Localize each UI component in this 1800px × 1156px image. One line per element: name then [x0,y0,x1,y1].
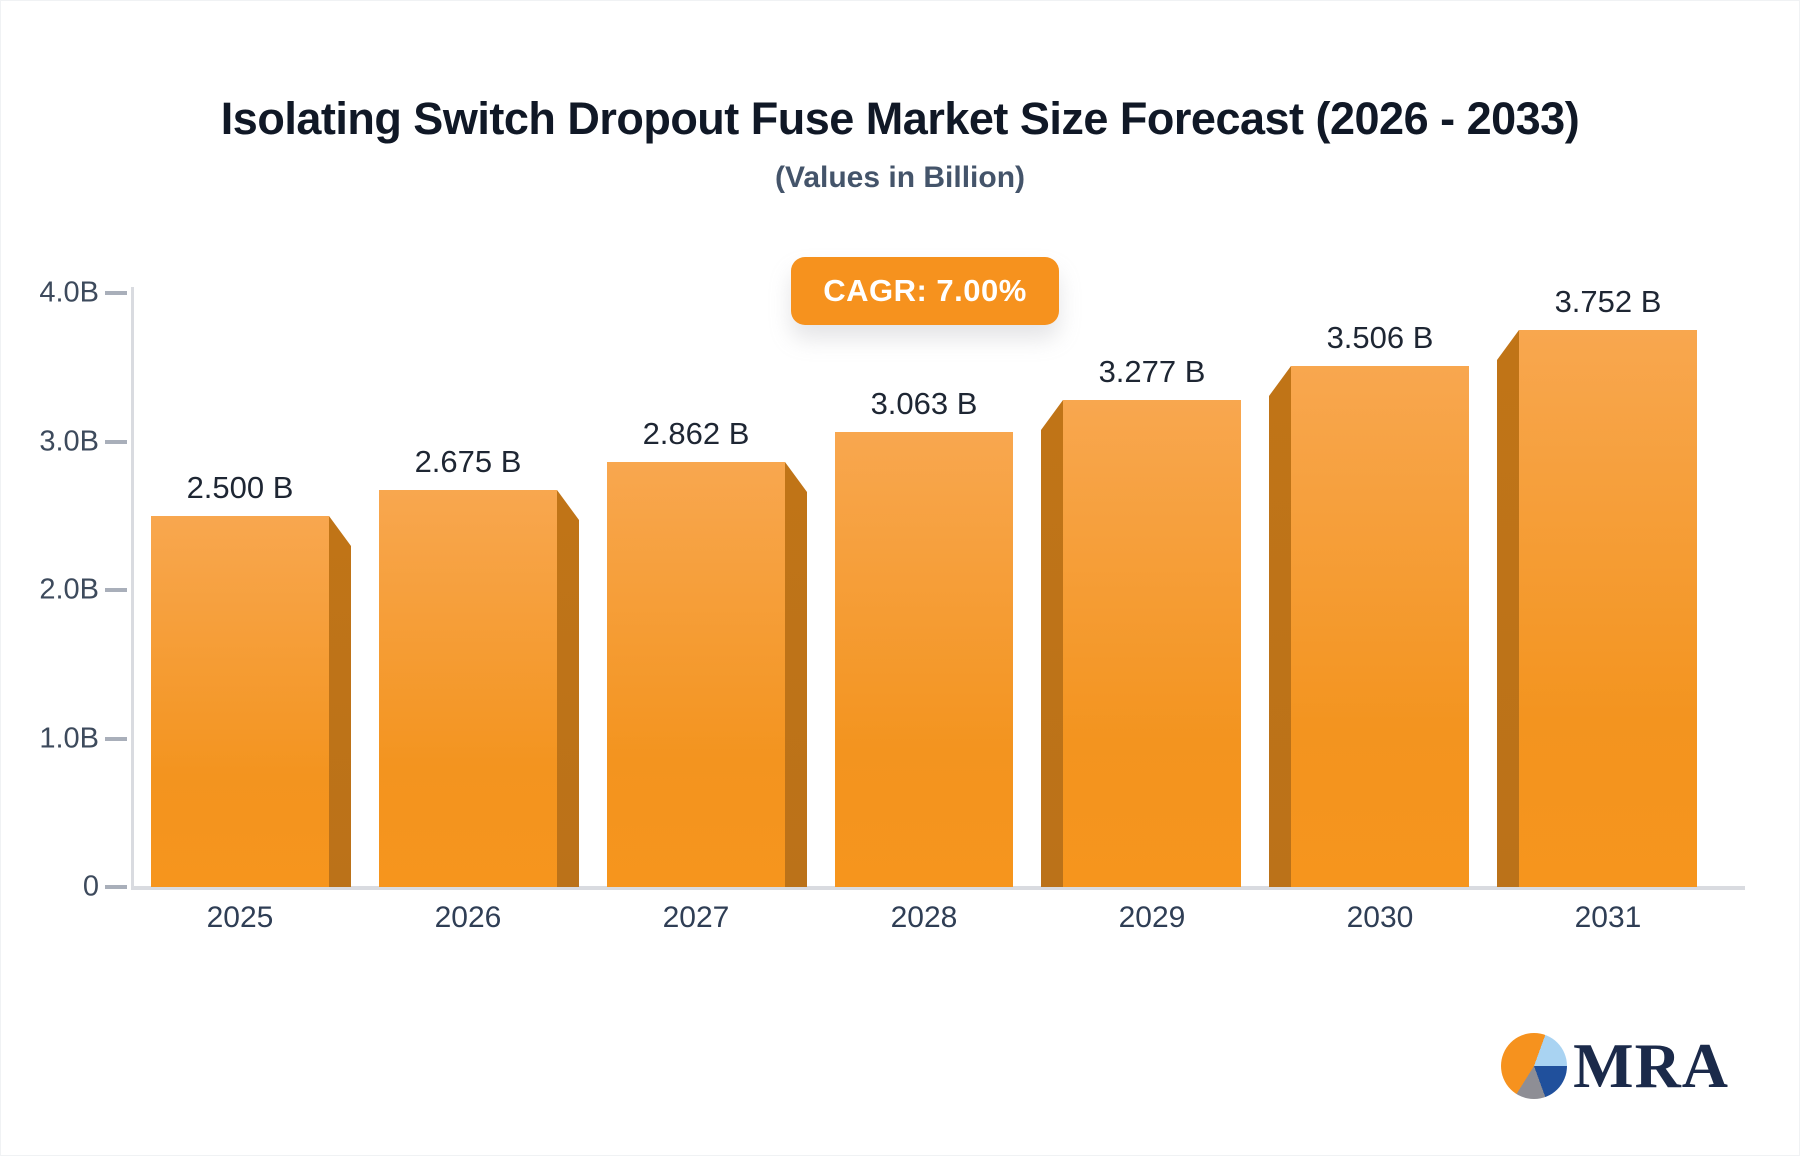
brand-logo-text: MRA [1573,1030,1729,1101]
x-axis-line [131,886,1745,890]
bar-3d-side [557,490,579,887]
bar [151,516,329,887]
bar-value-label: 3.277 B [1098,354,1206,389]
x-axis-label: 2026 [434,901,502,934]
y-axis-tick-mark [105,885,127,889]
bar [1519,330,1697,887]
x-axis-label: 2031 [1574,901,1642,934]
x-axis-label: 2030 [1346,901,1414,934]
y-axis-tick-label: 4.0B [39,276,99,309]
pie-chart-icon [1501,1033,1568,1099]
bar-3d-side [1269,366,1291,887]
x-axis-label: 2028 [890,901,958,934]
y-axis-tick-label: 0 [82,870,99,903]
bar-value-label: 3.506 B [1326,320,1434,355]
brand-logo: MRA [1501,1033,1729,1099]
bar-value-label: 2.675 B [414,444,522,479]
bar [379,490,557,887]
x-axis-label: 2025 [206,901,274,934]
y-axis-tick-mark [105,588,127,592]
chart-title: Isolating Switch Dropout Fuse Market Siz… [220,93,1580,144]
x-axis-label: 2029 [1118,901,1186,934]
bar-value-label: 2.862 B [642,416,750,451]
x-axis-label: 2027 [662,901,730,934]
bar-value-label: 3.752 B [1554,284,1662,319]
chart-subtitle: (Values in Billion) [774,161,1026,194]
bar [1291,366,1469,887]
cagr-badge-label: CAGR: 7.00% [823,273,1027,308]
y-axis-tick-label: 2.0B [39,573,99,606]
y-axis-tick-label: 1.0B [39,722,99,754]
bar-value-label: 2.500 B [186,470,294,505]
bar-value-label: 3.063 B [870,386,978,421]
y-axis-line [131,287,134,889]
cagr-badge: CAGR: 7.00% [791,257,1059,325]
bar [835,432,1013,887]
bar [1063,400,1241,887]
y-axis-tick-mark [105,439,127,444]
bar-3d-side [329,516,351,887]
y-axis-tick-mark [105,291,127,295]
bar-3d-side [1041,400,1063,887]
y-axis-tick-label: 3.0B [39,425,99,457]
bar [607,462,785,887]
bar-3d-side [1497,330,1519,887]
bar-3d-side [785,462,807,887]
y-axis-tick-mark [105,736,127,741]
